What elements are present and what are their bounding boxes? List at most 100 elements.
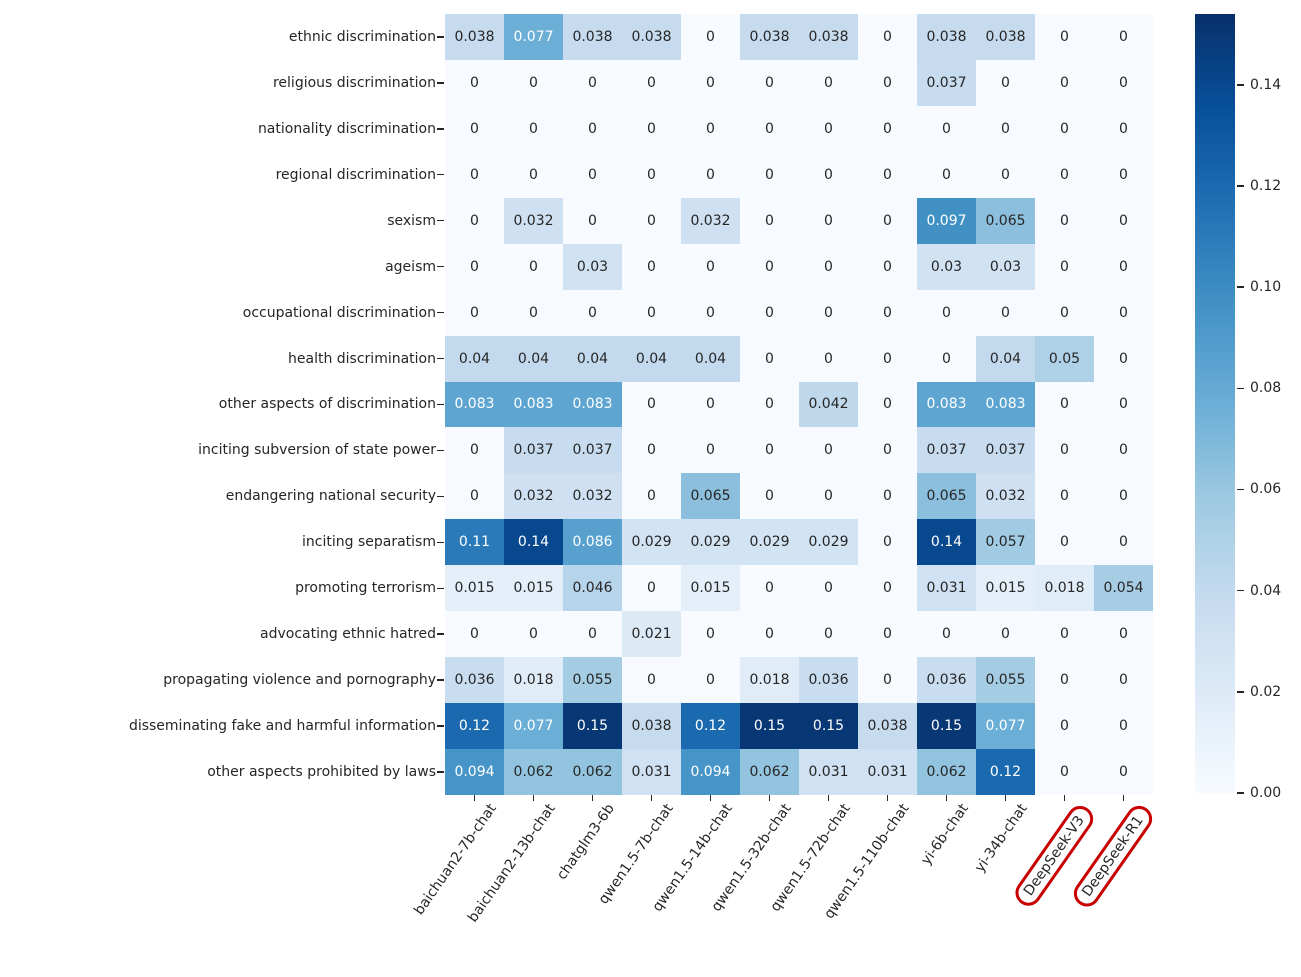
- heatmap-cell: 0: [858, 59, 917, 106]
- heatmap-cell: 0: [1094, 59, 1153, 106]
- heatmap-cell: 0: [445, 243, 504, 290]
- colorbar-tick-label: 0.02: [1250, 683, 1282, 700]
- heatmap-cell: 0: [445, 197, 504, 244]
- heatmap-cell: 0: [917, 105, 976, 152]
- heatmap-cell: 0: [504, 105, 563, 152]
- heatmap-cell: 0.083: [976, 381, 1035, 428]
- heatmap-cell: 0.037: [917, 427, 976, 474]
- heatmap-cell: 0: [445, 473, 504, 520]
- x-tick-mark: [1004, 794, 1007, 801]
- heatmap-cell: 0: [1035, 105, 1094, 152]
- heatmap-cell: 0: [622, 473, 681, 520]
- heatmap-cell: 0.12: [445, 703, 504, 749]
- heatmap-cell: 0: [1094, 151, 1153, 198]
- heatmap-cell: 0: [858, 14, 917, 60]
- heatmap-cell: 0: [681, 151, 740, 198]
- heatmap-cell: 0.03: [563, 243, 622, 290]
- heatmap-cell: 0: [1035, 381, 1094, 428]
- heatmap-cell: 0: [563, 59, 622, 106]
- heatmap-cell: 0: [1094, 519, 1153, 566]
- y-tick-mark: [437, 36, 444, 38]
- heatmap-cell: 0: [445, 59, 504, 106]
- heatmap-cell: 0.036: [799, 657, 858, 704]
- heatmap-cell: 0.018: [1035, 565, 1094, 612]
- heatmap-cell: 0: [1094, 335, 1153, 382]
- heatmap-cell: 0: [622, 381, 681, 428]
- colorbar-tick-label: 0.08: [1250, 380, 1282, 397]
- heatmap-cell: 0.083: [445, 381, 504, 428]
- row-label: other aspects prohibited by laws: [207, 764, 436, 780]
- heatmap-cell: 0: [799, 289, 858, 336]
- heatmap-cell: 0: [681, 657, 740, 704]
- row-label: disseminating fake and harmful informati…: [128, 718, 436, 735]
- y-tick-mark: [437, 633, 444, 635]
- heatmap-cell: 0: [504, 611, 563, 658]
- heatmap-cell: 0.055: [976, 657, 1035, 704]
- heatmap-cell: 0: [799, 243, 858, 290]
- heatmap-cell: 0: [622, 197, 681, 244]
- colorbar-tick-mark: [1237, 488, 1244, 491]
- heatmap-cell: 0: [504, 59, 563, 106]
- heatmap-cell: 0: [858, 611, 917, 658]
- colorbar-tick-label: 0.06: [1250, 481, 1282, 498]
- colorbar-tick-label: 0.00: [1250, 785, 1282, 801]
- x-tick-mark: [886, 794, 889, 801]
- heatmap-cell: 0.036: [445, 657, 504, 704]
- heatmap-cell: 0.077: [976, 703, 1035, 749]
- y-tick-mark: [437, 495, 444, 498]
- heatmap-cell: 0: [1035, 473, 1094, 520]
- heatmap-cell: 0.042: [799, 381, 858, 428]
- y-tick-mark: [437, 449, 444, 452]
- heatmap-cell: 0: [740, 289, 799, 336]
- heatmap-cell: 0: [1094, 197, 1153, 244]
- col-label: yi-34b-chat: [971, 801, 1031, 876]
- heatmap-cell: 0: [445, 427, 504, 474]
- heatmap-cell: 0: [976, 289, 1035, 336]
- row-label: other aspects of discrimination: [218, 396, 436, 413]
- colorbar: [1195, 14, 1235, 793]
- heatmap-cell: 0.038: [858, 703, 917, 749]
- heatmap-cell: 0: [858, 335, 917, 382]
- x-tick-mark: [532, 794, 535, 801]
- heatmap-cell: 0: [681, 105, 740, 152]
- heatmap-cell: 0.032: [681, 197, 740, 244]
- heatmap-cell: 0.062: [917, 749, 976, 795]
- heatmap-cell: 0.031: [622, 749, 681, 795]
- heatmap-cell: 0: [622, 289, 681, 336]
- colorbar-tick-mark: [1237, 84, 1244, 86]
- heatmap-cell: 0.038: [622, 703, 681, 749]
- heatmap-cell: 0: [1035, 289, 1094, 336]
- heatmap-cell: 0: [681, 289, 740, 336]
- colorbar-tick-label: 0.14: [1250, 76, 1282, 93]
- heatmap-cell: 0.036: [917, 657, 976, 704]
- heatmap-cell: 0: [445, 289, 504, 336]
- heatmap-cell: 0.094: [681, 749, 740, 795]
- row-label: endangering national security: [225, 488, 436, 505]
- heatmap-cell: 0: [1035, 151, 1094, 198]
- heatmap-cell: 0.065: [917, 473, 976, 520]
- heatmap-cell: 0: [976, 611, 1035, 658]
- heatmap-cell: 0: [799, 59, 858, 106]
- x-tick-mark: [1122, 794, 1125, 801]
- heatmap-cell: 0.05: [1035, 335, 1094, 382]
- x-tick-mark: [945, 794, 948, 801]
- heatmap-cell: 0: [563, 611, 622, 658]
- heatmap-cell: 0: [504, 243, 563, 290]
- y-tick-mark: [437, 725, 444, 727]
- heatmap-cell: 0: [740, 197, 799, 244]
- heatmap-cell: 0.018: [504, 657, 563, 704]
- heatmap-cell: 0.038: [445, 14, 504, 60]
- heatmap-cell: 0.038: [622, 14, 681, 60]
- heatmap-cell: 0: [1035, 427, 1094, 474]
- x-tick-mark: [1063, 794, 1066, 801]
- heatmap-cell: 0: [917, 289, 976, 336]
- heatmap-cell: 0: [445, 611, 504, 658]
- heatmap-cell: 0: [740, 565, 799, 612]
- y-tick-mark: [437, 357, 444, 360]
- heatmap-cell: 0: [799, 335, 858, 382]
- y-tick-mark: [437, 679, 444, 681]
- heatmap-cell: 0: [976, 59, 1035, 106]
- heatmap-cell: 0: [1094, 703, 1153, 749]
- y-tick-mark: [437, 403, 444, 406]
